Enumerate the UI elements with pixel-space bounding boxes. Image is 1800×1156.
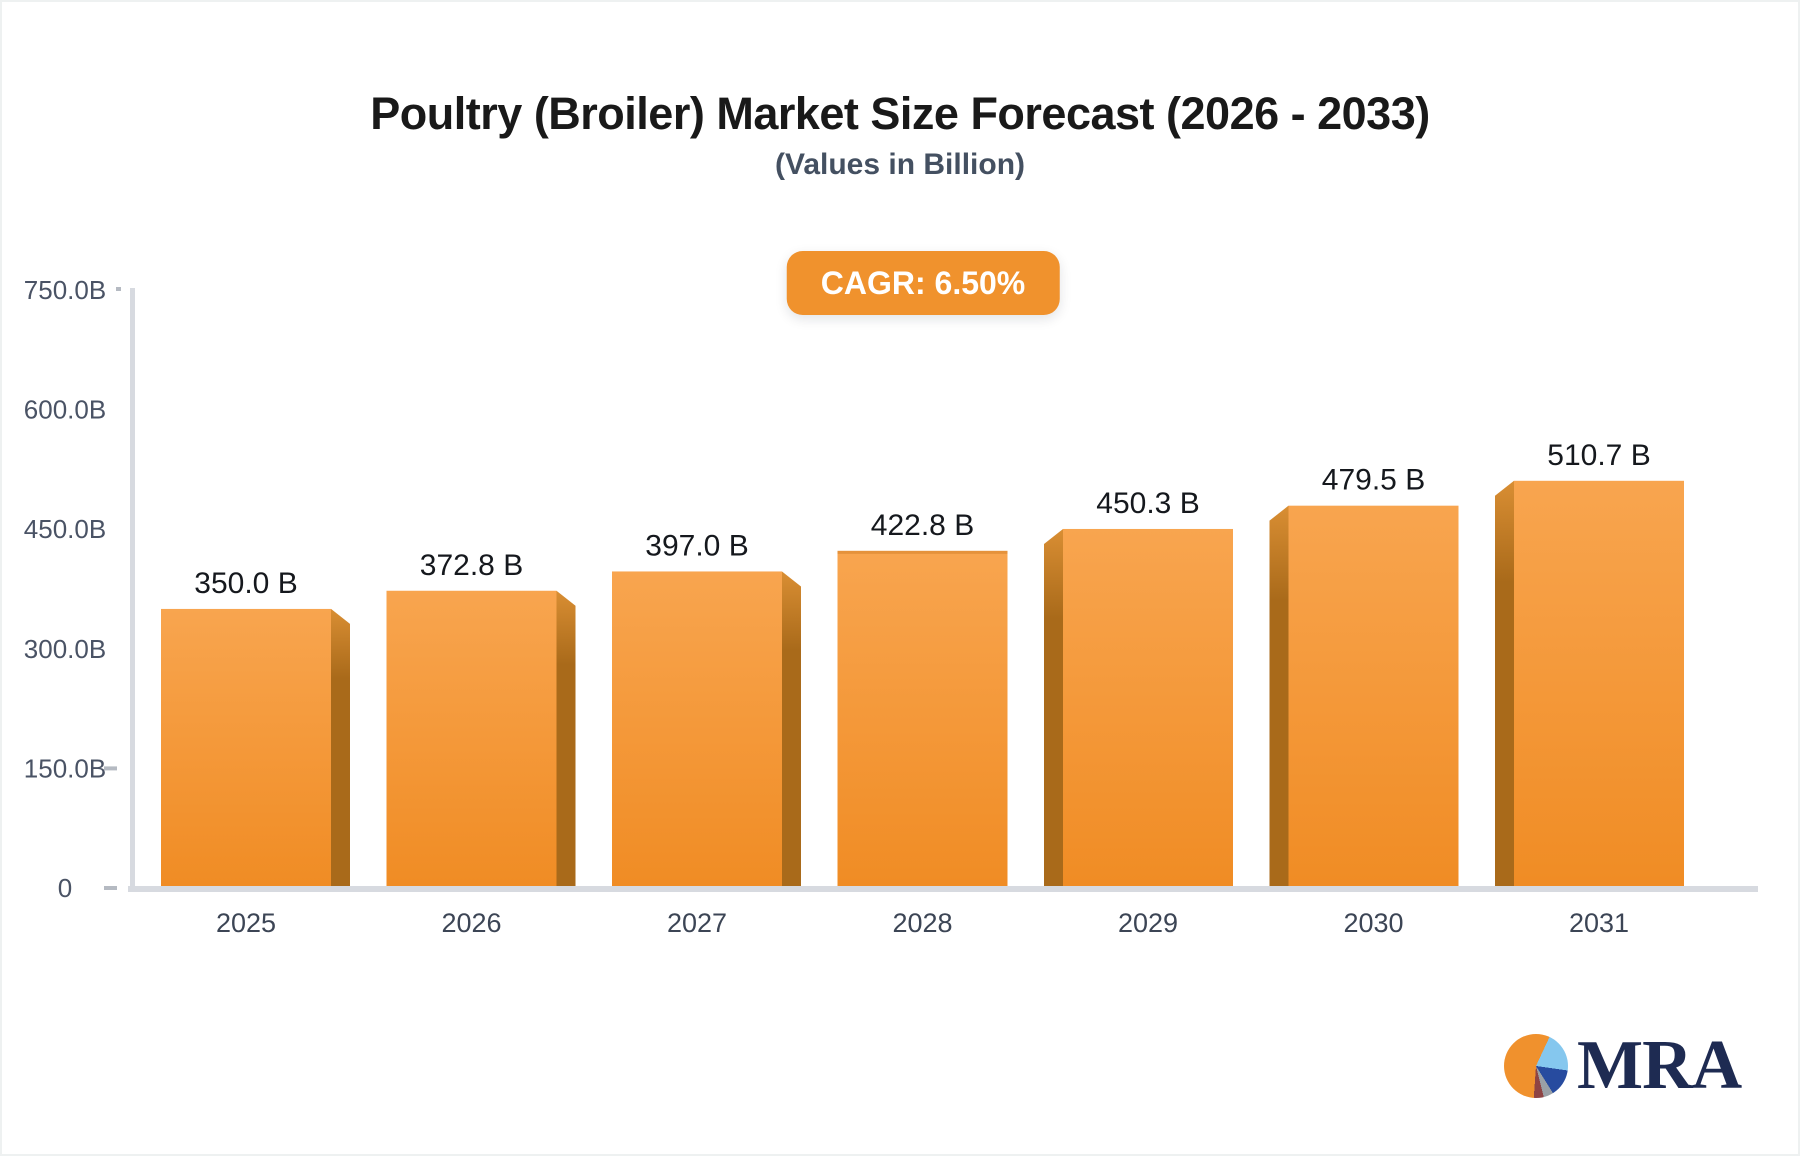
- x-tick-label: 2031: [1569, 908, 1629, 938]
- bar-side: [1044, 528, 1063, 887]
- y-tick-label: 0: [58, 873, 72, 903]
- x-axis-line: [128, 886, 1758, 892]
- cagr-badge: CAGR: 6.50%: [786, 251, 1060, 315]
- y-tick-label: 150.0B: [24, 753, 106, 783]
- bar-2029: [1063, 528, 1233, 887]
- bar-value-label: 372.8 B: [420, 549, 523, 582]
- bar-2025: [161, 608, 331, 887]
- y-tick-label: 600.0B: [24, 395, 106, 425]
- pie-chart-logo-icon: [1504, 1034, 1568, 1098]
- bar-value-label: 479.5 B: [1322, 464, 1425, 497]
- bar-value-label: 397.0 B: [645, 529, 748, 562]
- bar-side: [782, 571, 801, 887]
- bar-side: [556, 590, 576, 887]
- bar-value-label: 422.8 B: [871, 509, 974, 542]
- y-tick-mark: [104, 766, 117, 771]
- x-tick-label: 2030: [1343, 908, 1403, 938]
- x-tick-label: 2026: [441, 908, 501, 938]
- bar-value-label: 510.7 B: [1547, 439, 1650, 472]
- bar-side: [331, 608, 350, 887]
- chart-subtitle: (Values in Billion): [774, 148, 1026, 181]
- logo-text: MRA: [1577, 1027, 1742, 1104]
- y-tick-label: 300.0B: [24, 634, 106, 664]
- bar-value-label: 350.0 B: [194, 567, 297, 600]
- y-tick-label: 750.0B: [24, 275, 106, 305]
- bar-2026: [386, 590, 557, 887]
- y-axis-line: [130, 288, 135, 892]
- x-tick-label: 2029: [1118, 908, 1178, 938]
- mra-logo: MRA: [1504, 1027, 1742, 1104]
- x-tick-label: 2027: [667, 908, 727, 938]
- bar-value-label: 450.3 B: [1096, 487, 1199, 520]
- bar-side: [1495, 480, 1514, 887]
- bar-2031: [1514, 480, 1684, 887]
- y-tick-mark: [116, 287, 121, 291]
- y-tick-mark: [104, 886, 117, 890]
- bar-side: [1269, 505, 1289, 887]
- bar-2030: [1288, 505, 1459, 887]
- y-tick-label: 450.0B: [24, 514, 106, 544]
- bar-2028: [837, 550, 1008, 887]
- x-tick-label: 2028: [892, 908, 952, 938]
- chart-title: Poultry (Broiler) Market Size Forecast (…: [370, 88, 1430, 139]
- bar-2027: [612, 571, 782, 887]
- x-tick-label: 2025: [216, 908, 276, 938]
